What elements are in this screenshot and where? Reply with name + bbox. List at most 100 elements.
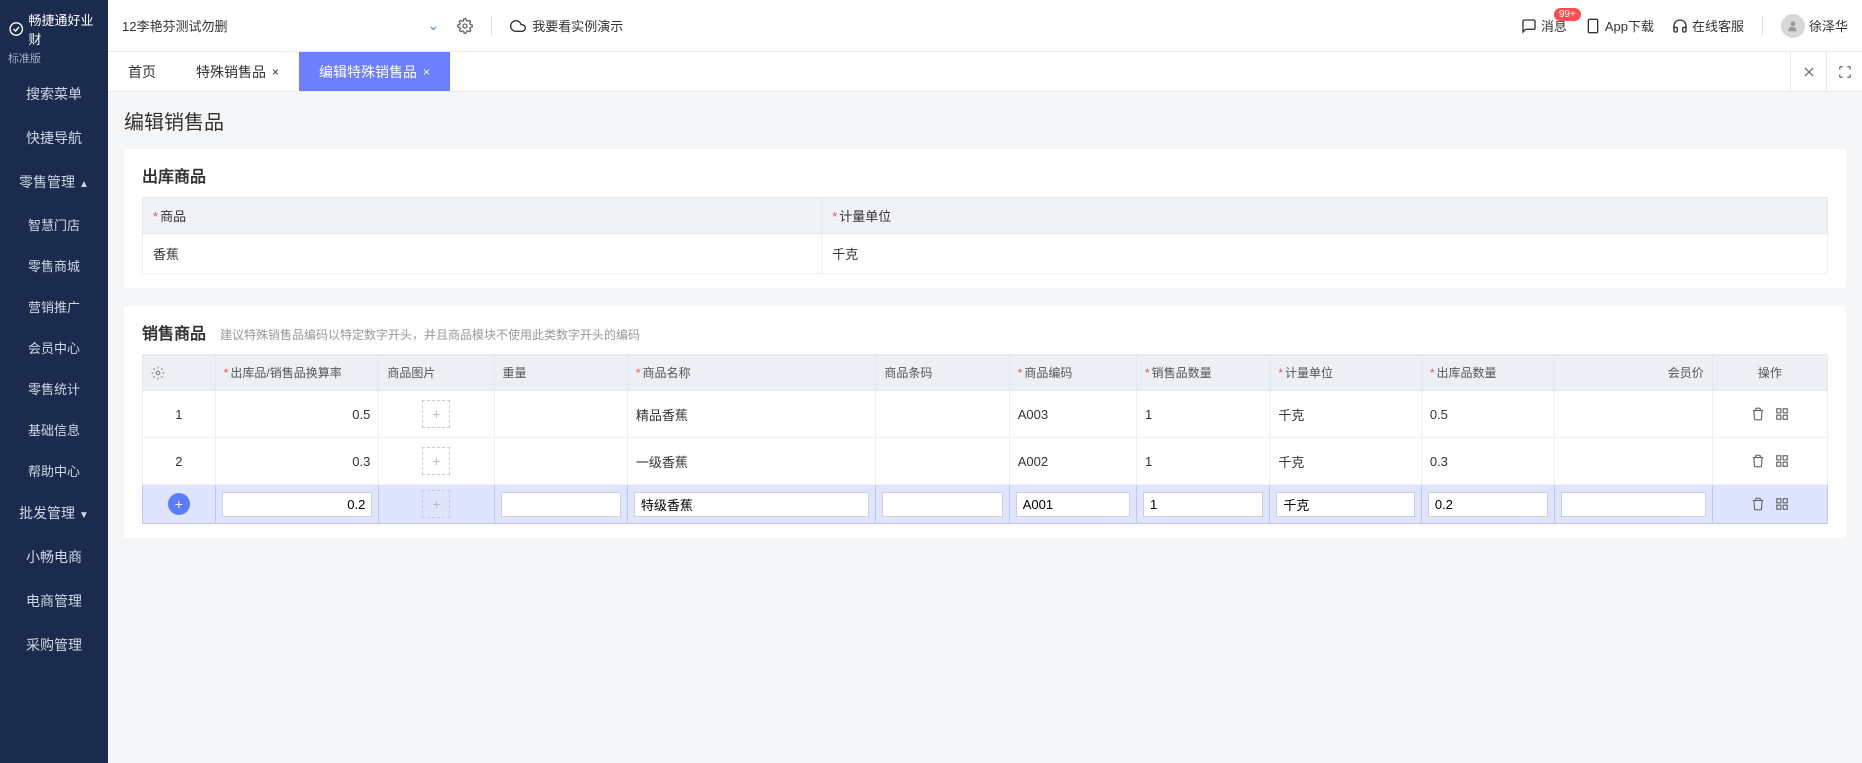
delete-row-button[interactable] bbox=[1751, 454, 1765, 468]
close-all-tabs-button[interactable] bbox=[1790, 52, 1826, 92]
memberprice-input[interactable] bbox=[1561, 492, 1706, 517]
code-input[interactable] bbox=[1016, 492, 1130, 517]
cell-unit[interactable]: 千克 bbox=[1270, 438, 1422, 485]
outbound-title: 出库商品 bbox=[142, 163, 1828, 187]
cell-actions bbox=[1712, 485, 1827, 524]
cell-outqty[interactable] bbox=[1421, 485, 1554, 524]
image-upload-placeholder[interactable]: + bbox=[422, 490, 450, 518]
messages-badge: 99+ bbox=[1554, 8, 1581, 21]
col-name: *商品名称 bbox=[627, 355, 876, 391]
sidebar-retail-stats[interactable]: 零售统计 bbox=[0, 368, 108, 409]
chevron-down-icon: ▼ bbox=[79, 510, 89, 521]
add-row-button[interactable]: + bbox=[168, 493, 190, 515]
gear-icon bbox=[151, 366, 165, 380]
cell-unit[interactable] bbox=[1270, 485, 1422, 524]
weight-input[interactable] bbox=[501, 492, 621, 517]
cell-name[interactable]: 一级香蕉 bbox=[627, 438, 876, 485]
cell-image[interactable]: + bbox=[379, 438, 494, 485]
divider bbox=[491, 16, 492, 36]
cell-weight[interactable] bbox=[494, 391, 627, 438]
tenant-selector[interactable]: 12李艳芬测试勿删 ⌄ bbox=[122, 16, 439, 35]
cell-unit[interactable]: 千克 bbox=[822, 234, 1828, 274]
page-content: 编辑销售品 出库商品 *商品 *计量单位 香蕉 千克 bbox=[108, 92, 1862, 763]
cell-memberprice[interactable] bbox=[1555, 485, 1713, 524]
cell-qty[interactable] bbox=[1136, 485, 1269, 524]
top-header: 12李艳芬测试勿删 ⌄ 我要看实例演示 消息 99+ bbox=[108, 0, 1862, 52]
outqty-input[interactable] bbox=[1428, 492, 1548, 517]
cell-image[interactable]: + bbox=[379, 485, 494, 524]
image-upload-placeholder[interactable]: + bbox=[422, 447, 450, 475]
cell-qty[interactable]: 1 bbox=[1136, 391, 1269, 438]
qty-input[interactable] bbox=[1143, 492, 1263, 517]
demo-link[interactable]: 我要看实例演示 bbox=[510, 16, 623, 35]
fullscreen-button[interactable] bbox=[1826, 52, 1862, 92]
cell-barcode[interactable] bbox=[876, 485, 1009, 524]
cell-memberprice[interactable] bbox=[1555, 438, 1713, 485]
sidebar-xiaochang-ecom[interactable]: 小畅电商 bbox=[0, 535, 108, 579]
sidebar-retail-mgmt[interactable]: 零售管理▲ bbox=[0, 160, 108, 204]
cell-weight[interactable] bbox=[494, 485, 627, 524]
more-row-button[interactable] bbox=[1775, 497, 1789, 511]
sidebar-search[interactable]: 搜索菜单 bbox=[0, 72, 108, 116]
gear-icon bbox=[457, 18, 473, 34]
name-input[interactable] bbox=[634, 492, 870, 517]
cell-unit[interactable]: 千克 bbox=[1270, 391, 1422, 438]
sidebar-quicknav[interactable]: 快捷导航 bbox=[0, 116, 108, 160]
tab-special-sales[interactable]: 特殊销售品 × bbox=[176, 52, 299, 91]
sidebar-smart-store[interactable]: 智慧门店 bbox=[0, 204, 108, 245]
messages-button[interactable]: 消息 99+ bbox=[1521, 16, 1567, 35]
page-title: 编辑销售品 bbox=[124, 106, 1846, 135]
close-icon[interactable]: × bbox=[272, 65, 279, 79]
table-row[interactable]: 20.3+一级香蕉A0021千克0.3 bbox=[143, 438, 1828, 485]
sidebar-member-center[interactable]: 会员中心 bbox=[0, 327, 108, 368]
cell-rate[interactable]: 0.5 bbox=[215, 391, 379, 438]
barcode-input[interactable] bbox=[882, 492, 1002, 517]
cell-barcode[interactable] bbox=[876, 438, 1009, 485]
app-download-button[interactable]: App下载 bbox=[1585, 16, 1654, 35]
table-row[interactable]: 10.5+精品香蕉A0031千克0.5 bbox=[143, 391, 1828, 438]
more-row-button[interactable] bbox=[1775, 407, 1789, 421]
sidebar-ecom-mgmt[interactable]: 电商管理 bbox=[0, 579, 108, 623]
online-service-button[interactable]: 在线客服 bbox=[1672, 16, 1744, 35]
user-name: 徐泽华 bbox=[1809, 16, 1848, 35]
settings-button[interactable] bbox=[457, 18, 473, 34]
header-actions: 消息 99+ App下载 在线客服 徐泽华 bbox=[1521, 14, 1848, 38]
sidebar-help-center[interactable]: 帮助中心 bbox=[0, 450, 108, 491]
image-upload-placeholder[interactable]: + bbox=[422, 400, 450, 428]
cell-name[interactable] bbox=[627, 485, 876, 524]
table-row[interactable]: ++ bbox=[143, 485, 1828, 524]
close-icon[interactable]: × bbox=[423, 65, 430, 79]
sidebar-purchase-mgmt[interactable]: 采购管理 bbox=[0, 623, 108, 667]
cell-qty[interactable]: 1 bbox=[1136, 438, 1269, 485]
delete-row-button[interactable] bbox=[1751, 497, 1765, 511]
rate-input[interactable] bbox=[222, 492, 373, 517]
cell-memberprice[interactable] bbox=[1555, 391, 1713, 438]
cell-outqty[interactable]: 0.5 bbox=[1421, 391, 1554, 438]
cell-outqty[interactable]: 0.3 bbox=[1421, 438, 1554, 485]
sidebar-marketing[interactable]: 营销推广 bbox=[0, 286, 108, 327]
cell-image[interactable]: + bbox=[379, 391, 494, 438]
sidebar-retail-mall[interactable]: 零售商城 bbox=[0, 245, 108, 286]
cell-rate[interactable] bbox=[215, 485, 379, 524]
cell-code[interactable]: A002 bbox=[1009, 438, 1136, 485]
unit-input[interactable] bbox=[1276, 492, 1415, 517]
divider bbox=[1762, 16, 1763, 36]
cell-barcode[interactable] bbox=[876, 391, 1009, 438]
sidebar-wholesale[interactable]: 批发管理▼ bbox=[0, 491, 108, 535]
tab-home[interactable]: 首页 bbox=[108, 52, 176, 91]
cell-product[interactable]: 香蕉 bbox=[143, 234, 822, 274]
tab-edit-special-sales[interactable]: 编辑特殊销售品 × bbox=[299, 52, 450, 91]
sidebar-item-label: 零售管理 bbox=[19, 174, 75, 190]
user-menu[interactable]: 徐泽华 bbox=[1781, 14, 1848, 38]
cell-weight[interactable] bbox=[494, 438, 627, 485]
more-row-button[interactable] bbox=[1775, 454, 1789, 468]
brand-version: 标准版 bbox=[8, 50, 100, 66]
sidebar-basic-info[interactable]: 基础信息 bbox=[0, 409, 108, 450]
cell-name[interactable]: 精品香蕉 bbox=[627, 391, 876, 438]
cell-rate[interactable]: 0.3 bbox=[215, 438, 379, 485]
sales-panel: 销售商品 建议特殊销售品编码以特定数字开头，并且商品模块不使用此类数字开头的编码… bbox=[124, 306, 1846, 538]
delete-row-button[interactable] bbox=[1751, 407, 1765, 421]
cell-code[interactable] bbox=[1009, 485, 1136, 524]
col-settings[interactable] bbox=[143, 355, 216, 391]
cell-code[interactable]: A003 bbox=[1009, 391, 1136, 438]
